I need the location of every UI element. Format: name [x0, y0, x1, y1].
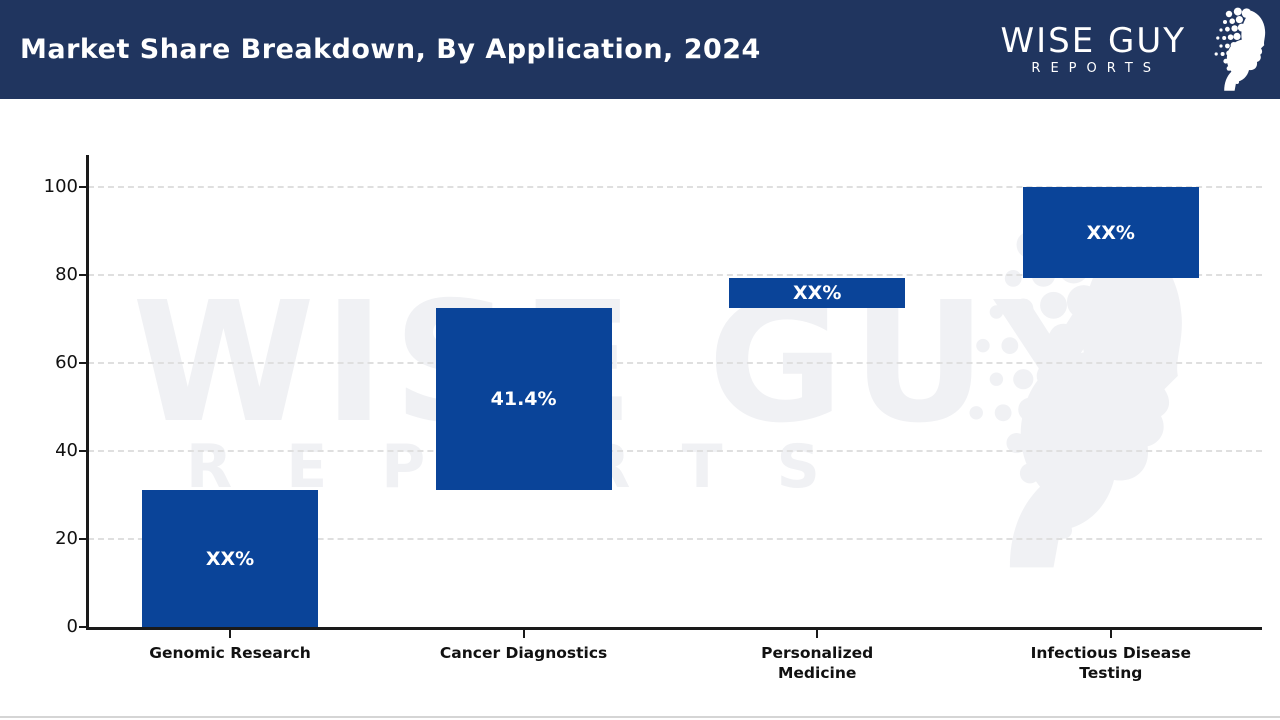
y-tick-mark [79, 538, 87, 540]
category-label: Infectious Disease Testing [1030, 644, 1191, 683]
wiseguy-logo-text: WISE GUY REPORTS [1000, 24, 1186, 75]
wiseguy-head-icon [1214, 7, 1266, 91]
y-tick-label: 60 [55, 352, 78, 373]
category-label: Genomic Research [149, 644, 311, 662]
bar-value-label: 41.4% [490, 388, 557, 411]
y-axis-line [86, 155, 89, 629]
category-label: Cancer Diagnostics [439, 644, 608, 662]
gridline-60 [88, 362, 1262, 364]
x-tick-mark [522, 630, 525, 638]
bar-genomic-research: XX% [142, 490, 318, 627]
bar-infectious-disease-testing: XX% [1022, 187, 1199, 279]
logo-reports-label: REPORTS [1031, 61, 1162, 76]
bar-cancer-diagnostics: 41.4% [435, 308, 612, 491]
x-tick-mark [1109, 630, 1112, 638]
y-tick-mark [79, 186, 87, 188]
y-tick-mark [79, 626, 87, 628]
header: Market Share Breakdown, By Application, … [0, 0, 1280, 99]
x-tick-mark [229, 630, 231, 638]
y-tick-label: 100 [43, 176, 78, 197]
y-tick-label: 80 [55, 264, 78, 285]
y-tick-mark [79, 450, 87, 452]
y-tick-mark [79, 274, 87, 276]
category-label: Personalized Medicine [761, 644, 874, 683]
x-axis-line [86, 627, 1262, 630]
gridline-80 [88, 274, 1262, 276]
logo-wiseguy-label: WISE GUY [1000, 21, 1186, 61]
y-tick-mark [79, 362, 87, 364]
bottom-border-line [0, 716, 1280, 718]
bar-value-label: XX% [793, 282, 842, 305]
x-tick-mark [816, 630, 819, 638]
gridline-100 [88, 186, 1262, 188]
page-title: Market Share Breakdown, By Application, … [20, 34, 761, 65]
wiseguy-logo: WISE GUY REPORTS [1000, 6, 1270, 94]
bar-personalized-medicine: XX% [729, 278, 906, 308]
gridline-40 [88, 450, 1262, 452]
chart-area: WISE GUY REPORTS 020406080100XX%Genomic … [0, 99, 1280, 718]
bar-value-label: XX% [1086, 221, 1135, 244]
y-tick-label: 40 [55, 440, 78, 461]
bar-value-label: XX% [205, 547, 255, 570]
y-tick-label: 20 [55, 528, 78, 549]
gridline-20 [88, 538, 1262, 540]
y-tick-label: 0 [66, 616, 78, 637]
